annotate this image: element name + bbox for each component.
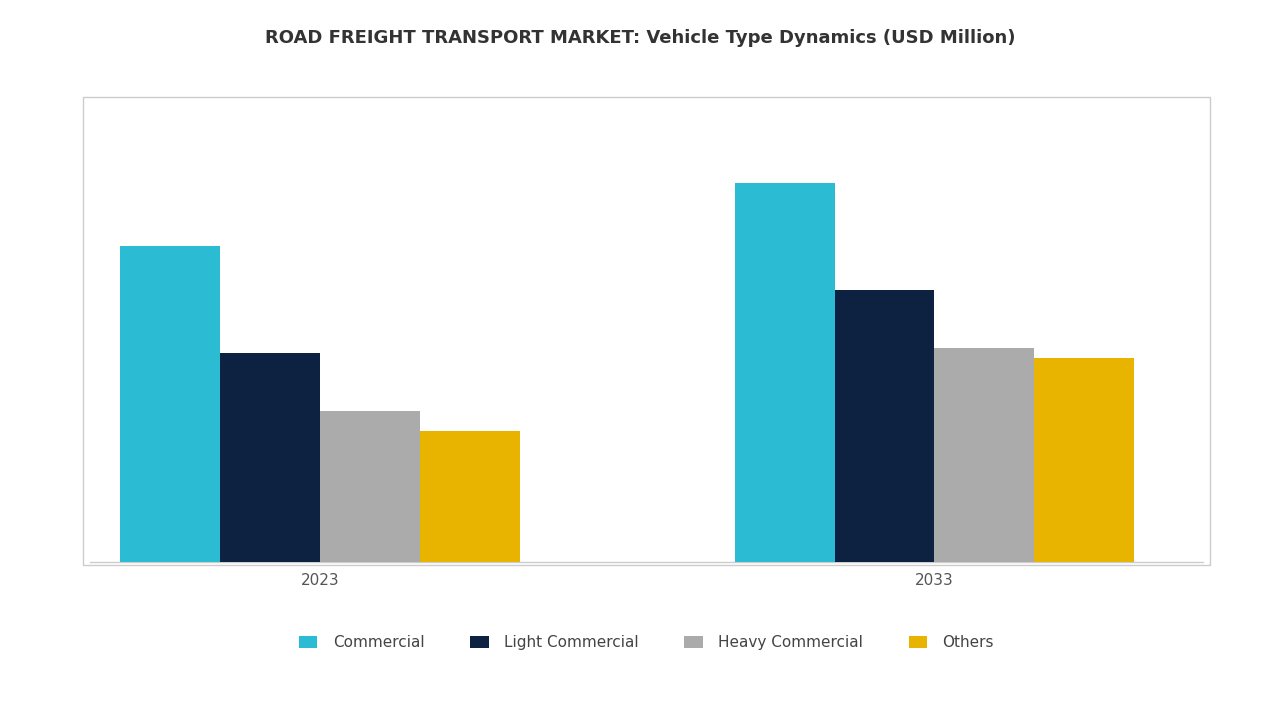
Bar xyxy=(220,353,320,562)
Bar xyxy=(735,184,835,562)
Bar xyxy=(320,411,420,562)
Text: ROAD FREIGHT TRANSPORT MARKET: Vehicle Type Dynamics (USD Million): ROAD FREIGHT TRANSPORT MARKET: Vehicle T… xyxy=(265,29,1015,47)
Bar xyxy=(934,348,1034,562)
Bar xyxy=(835,290,934,562)
Bar xyxy=(120,246,220,562)
Legend: Commercial, Light Commercial, Heavy Commercial, Others: Commercial, Light Commercial, Heavy Comm… xyxy=(293,629,1000,657)
Bar xyxy=(1034,358,1134,562)
Bar xyxy=(420,431,520,562)
